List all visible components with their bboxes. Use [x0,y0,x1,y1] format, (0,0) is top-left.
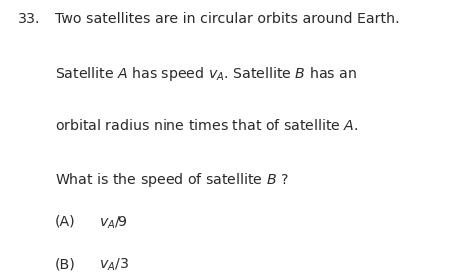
Text: orbital radius nine times that of satellite $\mathit{A}$.: orbital radius nine times that of satell… [55,118,359,133]
Text: 33.: 33. [18,12,40,26]
Text: (B): (B) [55,257,76,271]
Text: (A): (A) [55,215,75,229]
Text: Two satellites are in circular orbits around Earth.: Two satellites are in circular orbits ar… [55,12,399,26]
Text: $v_A/9$: $v_A/9$ [99,215,128,231]
Text: $v_A/3$: $v_A/3$ [99,257,129,272]
Text: Satellite $\mathit{A}$ has speed $v_A$. Satellite $\mathit{B}$ has an: Satellite $\mathit{A}$ has speed $v_A$. … [55,65,357,83]
Text: What is the speed of satellite $\mathit{B}$ ?: What is the speed of satellite $\mathit{… [55,171,289,189]
